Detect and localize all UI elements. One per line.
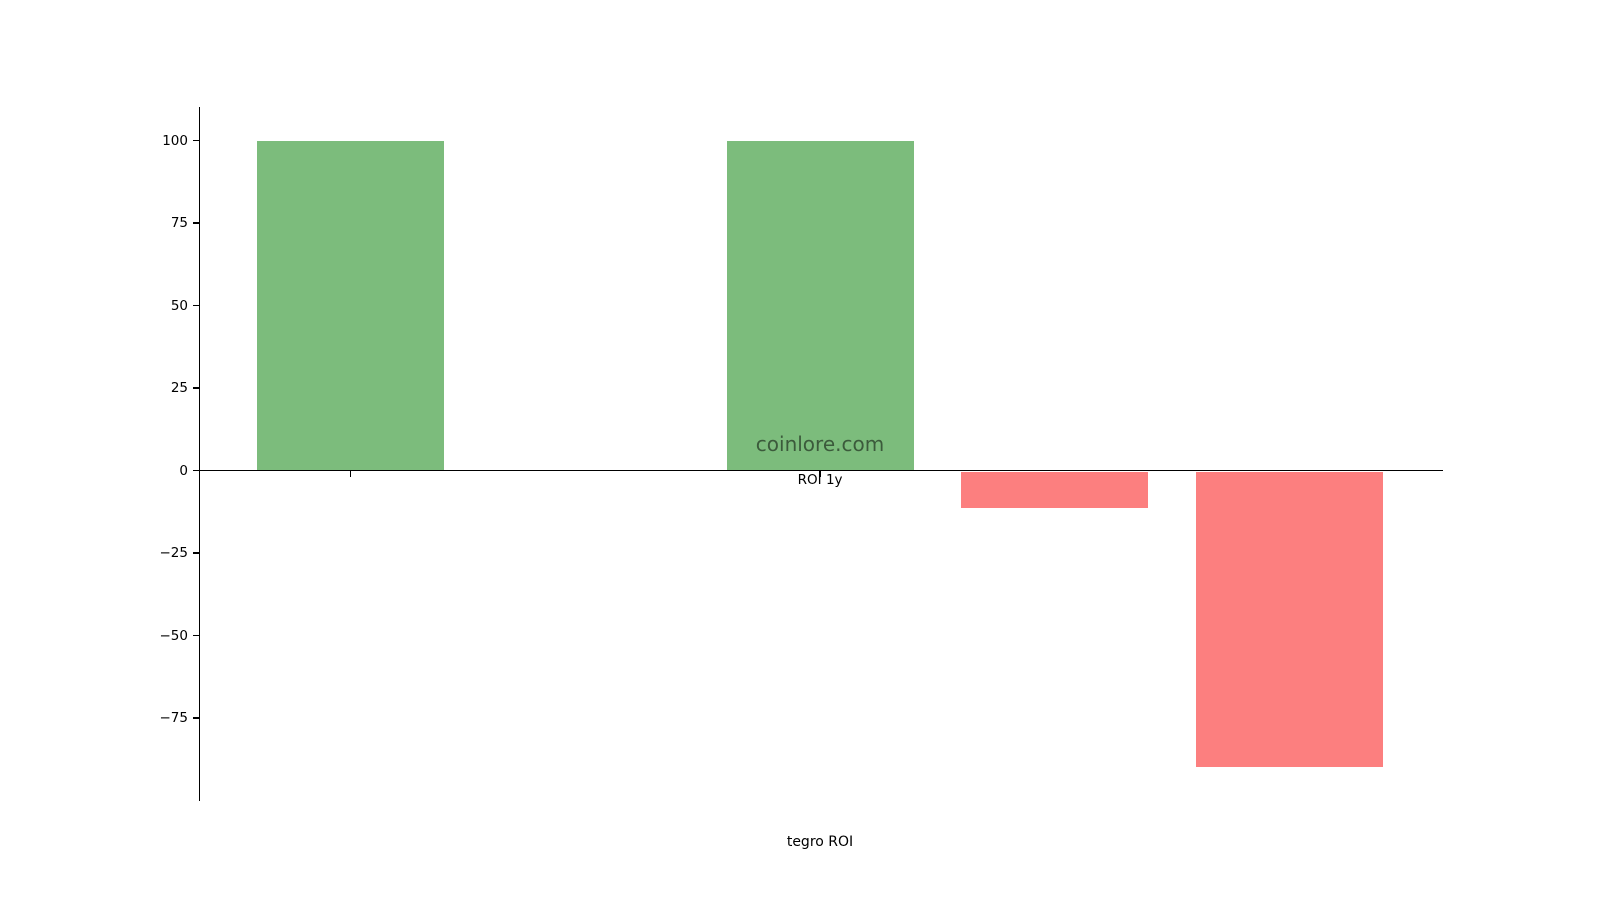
x-tick-label-slot-2: ROI 1y — [797, 471, 843, 488]
y-tick-100 — [192, 139, 200, 142]
x-tick-slot-2 — [819, 471, 821, 478]
y-tick-0 — [192, 469, 200, 472]
y-axis-line — [199, 107, 201, 801]
y-tick-75 — [192, 222, 200, 224]
bar-slot-2-positive — [726, 140, 914, 471]
y-tick-−25 — [192, 552, 200, 554]
watermark-text: coinlore.com — [755, 432, 885, 456]
bar-slot-0-positive — [257, 140, 444, 471]
x-axis-zero-line — [199, 469, 1443, 472]
bar-slot-3-negative — [961, 471, 1149, 509]
y-tick-label-25: 25 — [170, 380, 188, 396]
y-tick-50 — [192, 304, 200, 307]
x-tick-slot-0 — [349, 471, 352, 478]
bar-slot-4-negative — [1196, 471, 1384, 768]
y-tick-label-100: 100 — [162, 132, 188, 149]
y-tick-−75 — [192, 717, 200, 719]
y-tick-label-75: 75 — [170, 215, 188, 231]
chart-title: tegro ROI — [786, 834, 854, 850]
y-tick-label-−25: −25 — [159, 545, 189, 561]
y-tick-label-−75: −75 — [159, 710, 189, 726]
y-tick-label-−50: −50 — [159, 627, 189, 644]
y-tick-−50 — [192, 634, 200, 637]
y-tick-label-0: 0 — [179, 462, 188, 479]
y-tick-25 — [192, 387, 200, 389]
y-tick-label-50: 50 — [170, 297, 188, 314]
